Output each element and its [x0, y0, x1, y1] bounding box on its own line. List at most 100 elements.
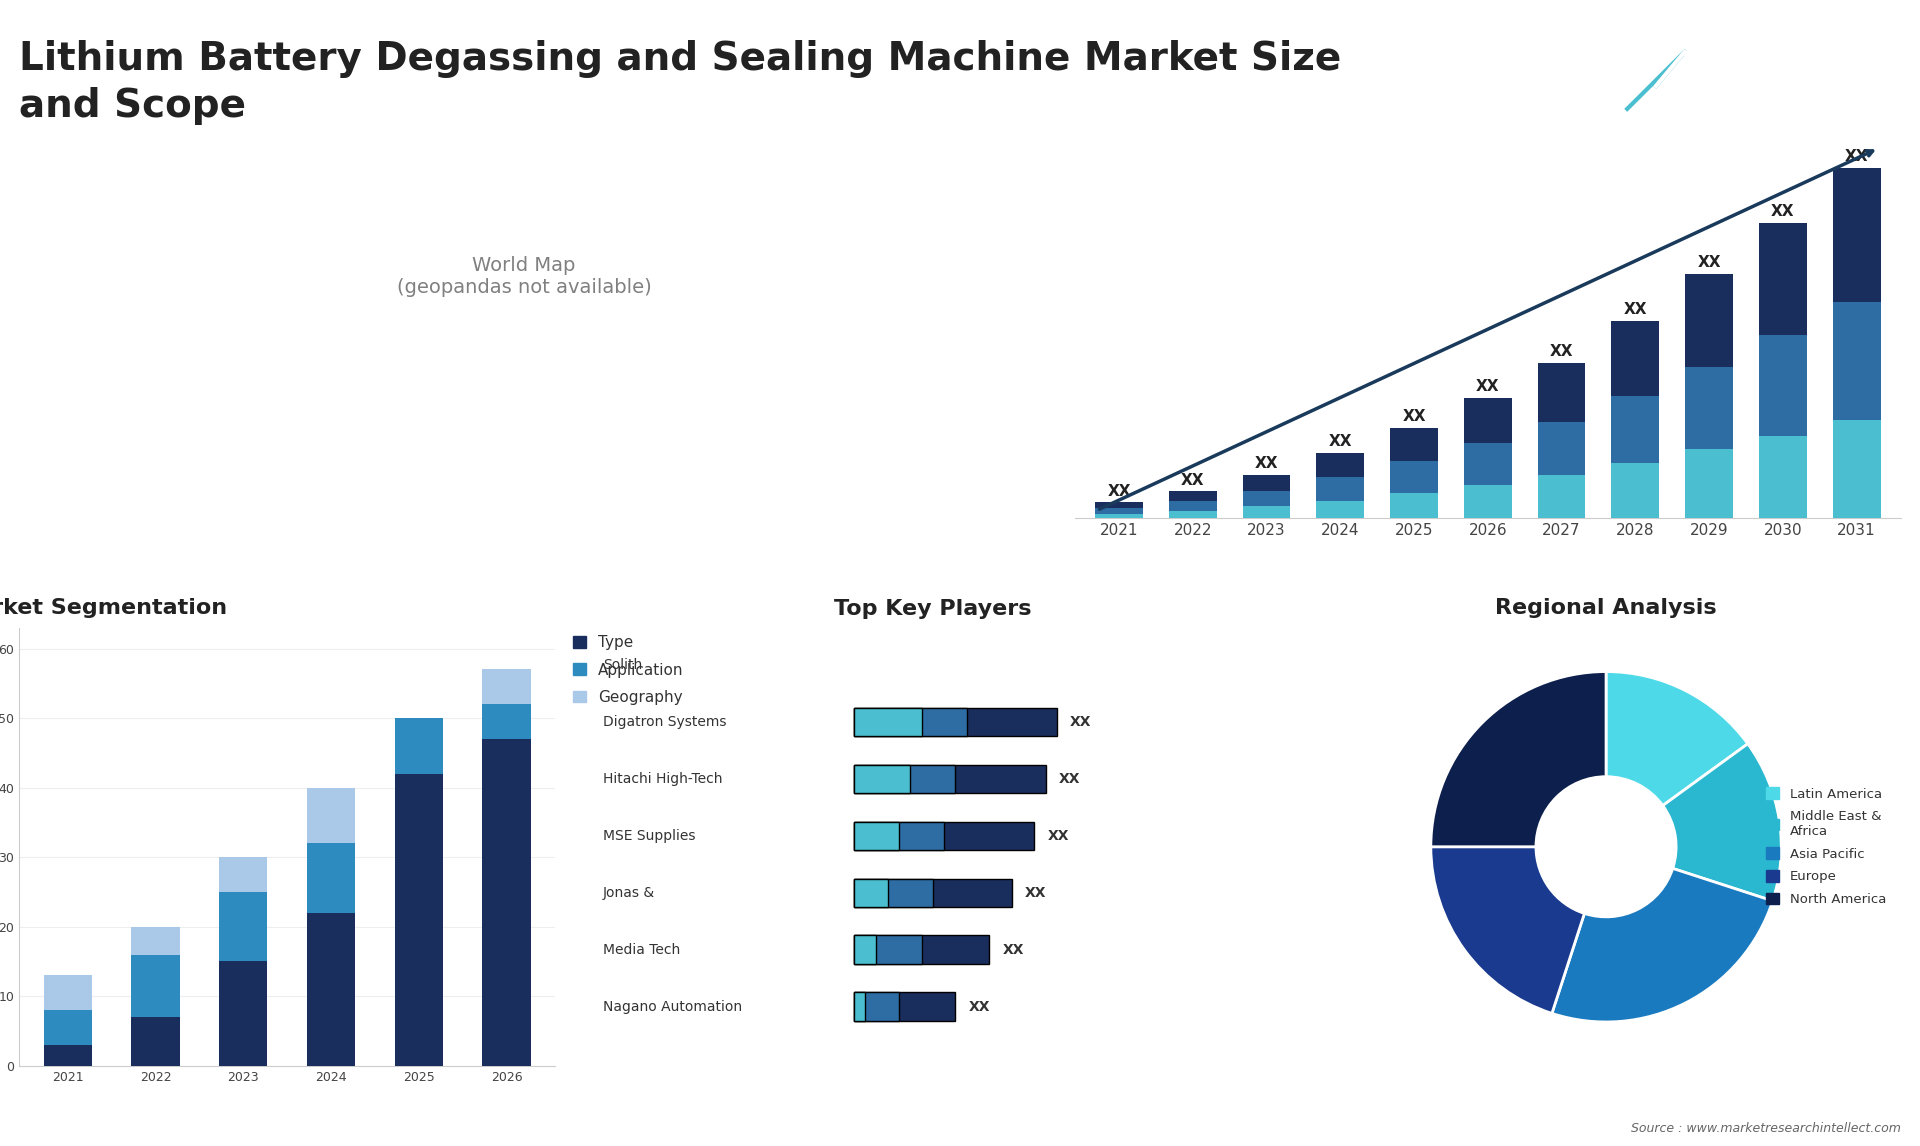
FancyBboxPatch shape	[854, 879, 887, 906]
FancyBboxPatch shape	[854, 992, 866, 1021]
Bar	[1390, 461, 1438, 493]
Wedge shape	[1551, 869, 1772, 1022]
Bar	[1611, 397, 1659, 463]
Bar	[1463, 444, 1511, 485]
Text: Nagano Automation: Nagano Automation	[603, 999, 741, 1014]
Bar	[1317, 477, 1365, 501]
Wedge shape	[1605, 672, 1747, 806]
FancyBboxPatch shape	[854, 935, 922, 964]
Text: Solith: Solith	[603, 658, 641, 672]
Bar	[131, 1018, 180, 1066]
Bar	[1538, 474, 1586, 518]
FancyBboxPatch shape	[854, 935, 989, 964]
Text: XX: XX	[1025, 886, 1046, 900]
FancyBboxPatch shape	[854, 764, 956, 793]
Bar	[1832, 419, 1880, 518]
FancyBboxPatch shape	[854, 822, 945, 850]
Bar	[1686, 449, 1734, 518]
Bar	[1611, 321, 1659, 397]
Bar	[1611, 463, 1659, 518]
Bar	[1832, 301, 1880, 419]
Bar	[482, 705, 530, 739]
FancyBboxPatch shape	[854, 708, 966, 736]
Bar	[1242, 490, 1290, 507]
Text: XX: XX	[1624, 303, 1647, 317]
Bar	[396, 774, 444, 1066]
Text: XX: XX	[1402, 409, 1427, 424]
Bar	[1169, 492, 1217, 501]
Bar	[44, 1010, 92, 1045]
Text: XX: XX	[968, 999, 991, 1014]
Text: XX: XX	[1256, 456, 1279, 471]
Bar	[1169, 511, 1217, 518]
Text: XX: XX	[1329, 434, 1352, 449]
FancyBboxPatch shape	[854, 879, 1012, 906]
Text: XX: XX	[1048, 829, 1069, 842]
Bar	[1538, 363, 1586, 422]
FancyBboxPatch shape	[854, 935, 876, 964]
Bar	[219, 892, 267, 961]
Bar	[307, 913, 355, 1066]
Bar	[1317, 454, 1365, 477]
Bar	[1242, 474, 1290, 490]
Text: Hitachi High-Tech: Hitachi High-Tech	[603, 772, 722, 786]
Title: Regional Analysis: Regional Analysis	[1496, 598, 1716, 618]
Bar	[1686, 367, 1734, 449]
Wedge shape	[1663, 744, 1782, 901]
Bar	[44, 975, 92, 1010]
Text: XX: XX	[1058, 772, 1081, 786]
FancyBboxPatch shape	[854, 764, 1046, 793]
Bar	[1094, 502, 1142, 509]
Bar	[44, 1045, 92, 1066]
Bar	[396, 719, 444, 774]
Text: XX: XX	[1002, 943, 1023, 957]
FancyBboxPatch shape	[854, 764, 910, 793]
Text: XX: XX	[1770, 204, 1795, 219]
FancyBboxPatch shape	[854, 822, 899, 850]
Text: Jonas &: Jonas &	[603, 886, 655, 900]
Bar	[219, 961, 267, 1066]
Bar	[1094, 515, 1142, 518]
Bar	[1463, 485, 1511, 518]
Bar	[1538, 422, 1586, 474]
FancyBboxPatch shape	[854, 708, 922, 736]
Legend: Type, Application, Geography: Type, Application, Geography	[574, 635, 684, 705]
Bar	[1759, 335, 1807, 435]
Text: XX: XX	[1181, 472, 1204, 487]
Bar	[1094, 509, 1142, 515]
Bar	[1686, 274, 1734, 367]
Bar	[1832, 167, 1880, 301]
Text: XX: XX	[1697, 256, 1720, 270]
Text: Media Tech: Media Tech	[603, 943, 680, 957]
FancyBboxPatch shape	[854, 992, 956, 1021]
Bar	[1759, 223, 1807, 335]
Text: XX: XX	[1476, 379, 1500, 394]
Bar	[1242, 507, 1290, 518]
Bar	[131, 927, 180, 955]
Text: World Map
(geopandas not available): World Map (geopandas not available)	[397, 256, 651, 297]
Wedge shape	[1430, 672, 1605, 847]
FancyBboxPatch shape	[854, 879, 933, 906]
Text: XX: XX	[1108, 484, 1131, 499]
Text: Source : www.marketresearchintellect.com: Source : www.marketresearchintellect.com	[1630, 1122, 1901, 1135]
Bar	[1317, 501, 1365, 518]
FancyBboxPatch shape	[854, 708, 1056, 736]
Text: Lithium Battery Degassing and Sealing Machine Market Size
and Scope: Lithium Battery Degassing and Sealing Ma…	[19, 40, 1342, 125]
FancyBboxPatch shape	[854, 822, 1035, 850]
Text: XX: XX	[1069, 715, 1092, 729]
Text: MSE Supplies: MSE Supplies	[603, 829, 695, 842]
Bar	[482, 669, 530, 705]
Bar	[1390, 493, 1438, 518]
Text: Market Segmentation: Market Segmentation	[0, 598, 227, 618]
Text: Digatron Systems: Digatron Systems	[603, 715, 726, 729]
Bar	[482, 739, 530, 1066]
Text: XX: XX	[1845, 149, 1868, 164]
Text: MARKET
RESEARCH
INTELLECT: MARKET RESEARCH INTELLECT	[1770, 45, 1830, 81]
Bar	[1759, 435, 1807, 518]
Bar	[307, 787, 355, 843]
Bar	[1169, 501, 1217, 511]
Bar	[1390, 427, 1438, 461]
Bar	[307, 843, 355, 913]
FancyBboxPatch shape	[854, 992, 899, 1021]
Text: Top Key Players: Top Key Players	[835, 599, 1031, 619]
